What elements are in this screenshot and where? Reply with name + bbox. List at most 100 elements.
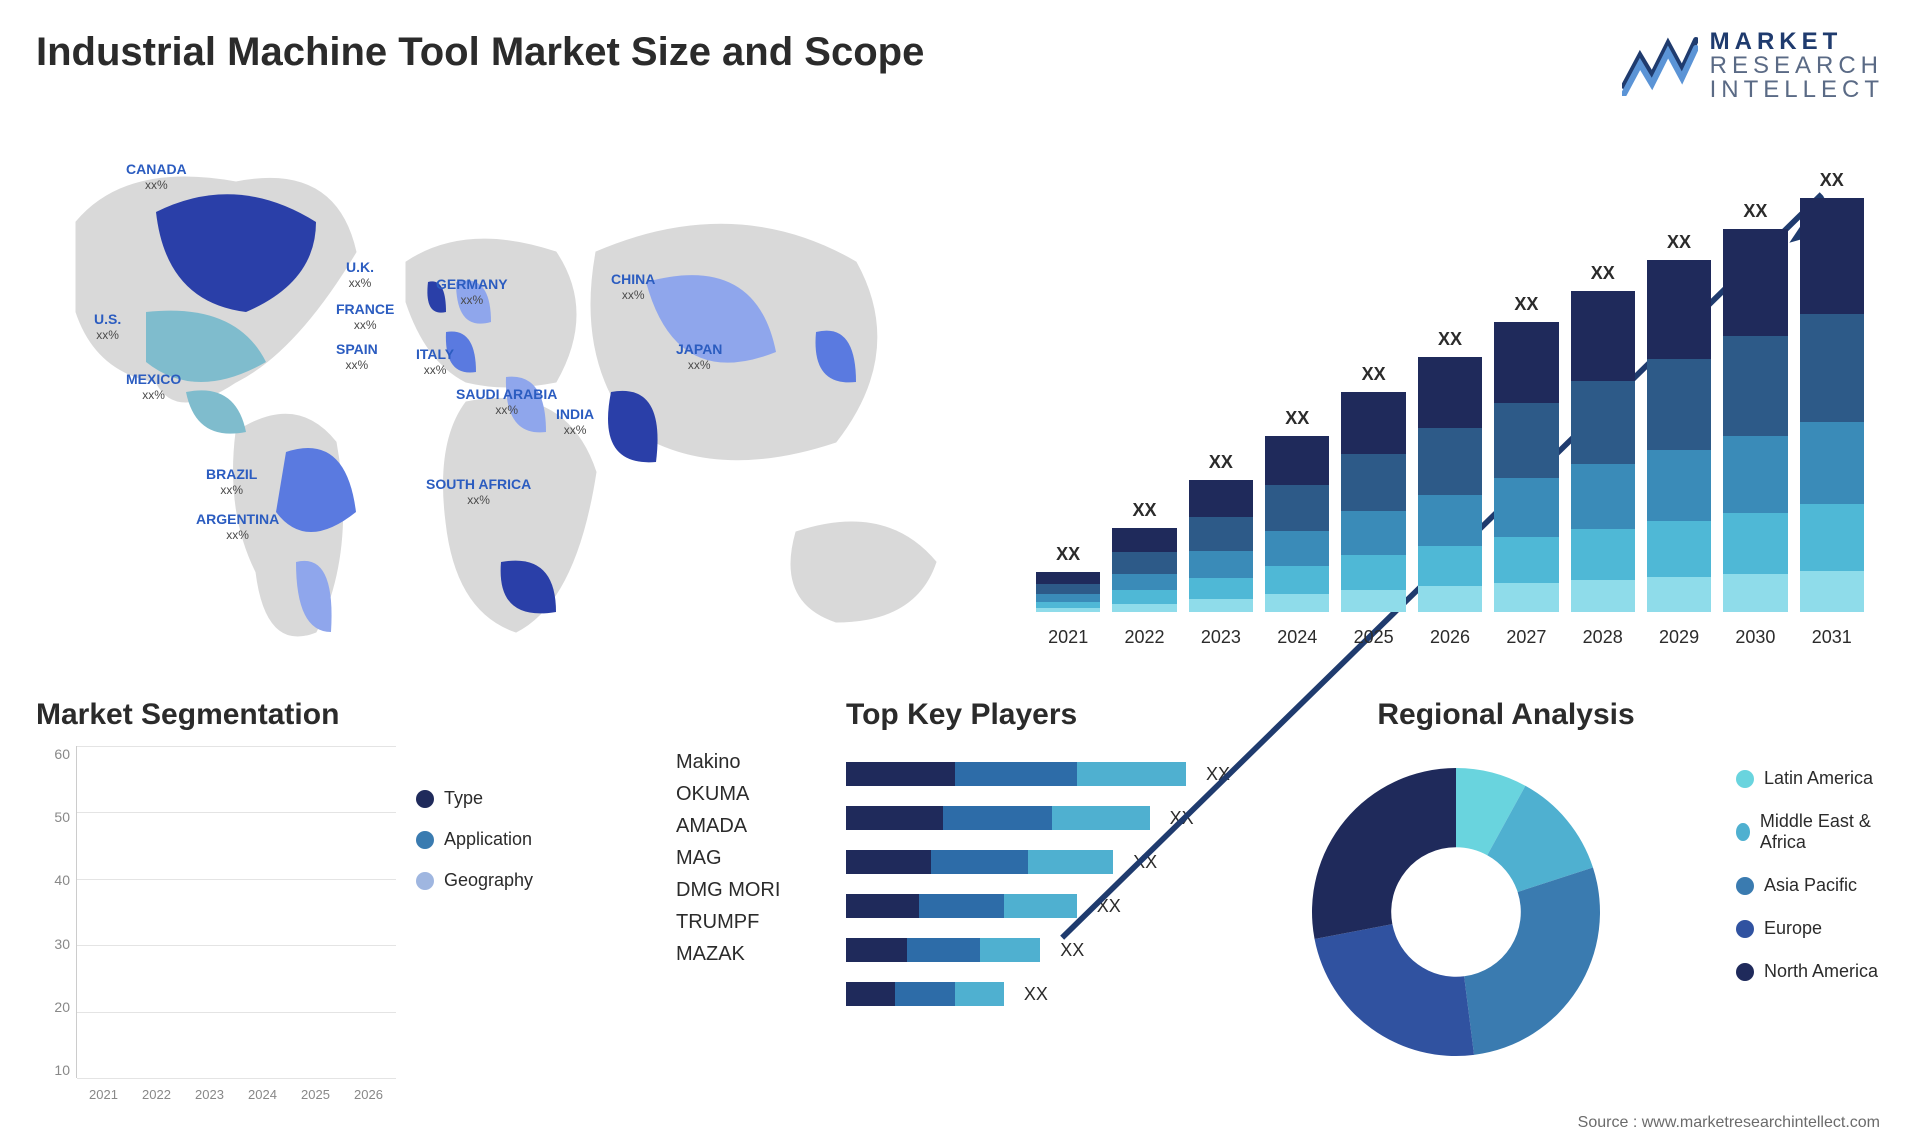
seg-y-tick: 20 [36,999,70,1015]
seg-y-tick: 10 [36,1062,70,1078]
player-bar-value: XX [1024,984,1048,1005]
player-row: XX [846,754,1230,794]
legend-item: Asia Pacific [1736,875,1884,896]
growth-bar-value: XX [1036,544,1100,565]
player-bar-value: XX [1206,764,1230,785]
regional-legend: Latin America Middle East & Africa Asia Pa… [1736,698,1884,1108]
player-row: XX [846,886,1230,926]
player-bar-value: XX [1133,852,1157,873]
logo-line1: MARKET [1710,30,1884,54]
growth-x-label: 2022 [1112,627,1176,648]
players-section: Top Key Players MakinoOKUMAAMADAMAGDMG M… [676,698,1276,1108]
growth-bar: XX [1341,392,1405,612]
legend-item: Middle East & Africa [1736,811,1884,853]
segmentation-x-label: 2026 [347,1087,390,1102]
seg-y-tick: 30 [36,936,70,952]
growth-x-label: 2031 [1800,627,1864,648]
segmentation-title: Market Segmentation [36,698,396,732]
growth-x-label: 2030 [1723,627,1787,648]
player-bar-value: XX [1170,808,1194,829]
growth-bar: XX [1418,357,1482,612]
map-label: FRANCExx% [336,302,394,333]
map-label: MEXICOxx% [126,372,181,403]
regional-title: Regional Analysis [1306,698,1706,732]
legend-item: North America [1736,961,1884,982]
growth-bar-value: XX [1265,408,1329,429]
growth-bar: XX [1036,572,1100,612]
world-map: CANADAxx% U.S.xx% MEXICOxx% BRAZILxx% ARGENT… [36,132,996,662]
growth-bar: XX [1647,260,1711,612]
growth-x-label: 2026 [1418,627,1482,648]
seg-y-tick: 40 [36,872,70,888]
player-row: XX [846,974,1230,1014]
growth-bar-value: XX [1341,364,1405,385]
growth-bar: XX [1265,436,1329,612]
map-label: ITALYxx% [416,347,454,378]
logo-line2: RESEARCH [1710,54,1884,78]
growth-bar: XX [1723,229,1787,612]
regional-donut-chart [1306,762,1606,1062]
segmentation-x-label: 2024 [241,1087,284,1102]
growth-bar: XX [1494,322,1558,612]
growth-bar: XX [1189,480,1253,612]
growth-bar-value: XX [1800,170,1864,191]
donut-slice [1315,924,1474,1056]
growth-bar-value: XX [1494,294,1558,315]
legend-item: Geography [416,870,676,891]
map-label: SAUDI ARABIAxx% [456,387,557,418]
player-row: XX [846,798,1230,838]
growth-x-label: 2023 [1189,627,1253,648]
segmentation-x-label: 2021 [82,1087,125,1102]
map-label: CANADAxx% [126,162,187,193]
segmentation-section: Market Segmentation 605040302010 2021202… [36,698,676,1108]
regional-section: Regional Analysis Latin America Middle Ea… [1276,698,1884,1108]
growth-x-label: 2025 [1341,627,1405,648]
donut-slice [1464,868,1600,1055]
players-name-list: MakinoOKUMAAMADAMAGDMG MORITRUMPFMAZAK [676,750,818,1018]
player-row: XX [846,930,1230,970]
growth-x-label: 2029 [1647,627,1711,648]
map-label: ARGENTINAxx% [196,512,279,543]
logo-line3: INTELLECT [1710,78,1884,102]
growth-x-label: 2024 [1265,627,1329,648]
map-label: JAPANxx% [676,342,722,373]
map-label: BRAZILxx% [206,467,257,498]
map-label: U.K.xx% [346,260,374,291]
map-label: SPAINxx% [336,342,378,373]
player-bar-value: XX [1060,940,1084,961]
growth-bar-value: XX [1418,329,1482,350]
growth-x-label: 2028 [1571,627,1635,648]
player-bar-value: XX [1097,896,1121,917]
segmentation-legend: TypeApplicationGeography [416,698,676,1108]
growth-bar: XX [1800,198,1864,612]
seg-y-tick: 50 [36,809,70,825]
growth-bar: XX [1571,291,1635,612]
legend-item: Europe [1736,918,1884,939]
map-label: SOUTH AFRICAxx% [426,477,531,508]
growth-bar-value: XX [1112,500,1176,521]
growth-bar-value: XX [1571,263,1635,284]
growth-bar-value: XX [1647,232,1711,253]
map-label: U.S.xx% [94,312,121,343]
page-title: Industrial Machine Tool Market Size and … [36,30,924,75]
players-bar-chart: XX XX XX XX XX XX [846,754,1230,1018]
growth-bar: XX [1112,528,1176,612]
segmentation-x-label: 2023 [188,1087,231,1102]
growth-bar-value: XX [1189,452,1253,473]
legend-item: Latin America [1736,768,1884,789]
segmentation-x-label: 2022 [135,1087,178,1102]
source-attribution: Source : www.marketresearchintellect.com [1578,1114,1880,1132]
growth-x-label: 2027 [1494,627,1558,648]
logo-mark-icon [1622,36,1698,96]
player-row: XX [846,842,1230,882]
donut-slice [1312,768,1456,939]
segmentation-bar-chart: Market Segmentation 605040302010 2021202… [36,698,396,1108]
segmentation-x-label: 2025 [294,1087,337,1102]
brand-logo: MARKET RESEARCH INTELLECT [1622,30,1884,102]
growth-bar-chart: XXXXXXXXXXXXXXXXXXXXXX 20212022202320242… [1036,132,1884,662]
map-label: INDIAxx% [556,407,594,438]
map-label: GERMANYxx% [436,277,508,308]
growth-x-label: 2021 [1036,627,1100,648]
legend-item: Application [416,829,676,850]
growth-bar-value: XX [1723,201,1787,222]
